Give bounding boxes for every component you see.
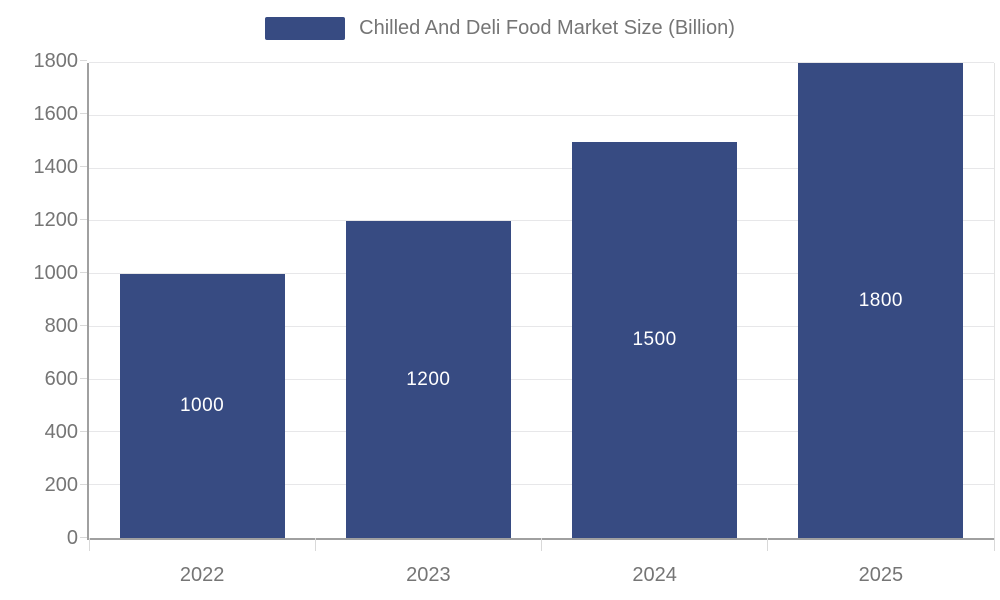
gridline <box>89 325 994 327</box>
x-tick-label: 2022 <box>179 564 225 586</box>
y-tick-label: 1200 <box>33 209 79 232</box>
y-tick-label: 1400 <box>33 156 79 178</box>
gridline <box>89 273 994 275</box>
x-tick-label: 2024 <box>632 564 677 586</box>
bar-value-label: 1800 <box>858 289 904 311</box>
legend: Chilled And Deli Food Market Size (Billi… <box>0 17 1000 40</box>
plot-area: 1000 1200 1500 1800 <box>87 62 995 551</box>
gridline <box>89 62 994 63</box>
y-tick-label: 400 <box>44 421 78 444</box>
bar: 1500 <box>572 142 738 538</box>
y-tick-mark <box>80 378 87 380</box>
x-tick-mark <box>767 538 769 551</box>
y-tick-label: 1000 <box>33 262 79 284</box>
bar-value-label: 1500 <box>632 329 677 351</box>
bar: 1000 <box>119 274 285 538</box>
gridline <box>89 167 994 169</box>
gridline <box>89 378 994 380</box>
bar: 1800 <box>798 63 964 538</box>
gridline <box>89 114 994 116</box>
bar: 1200 <box>345 221 511 538</box>
y-tick-mark <box>80 166 87 167</box>
gridline <box>89 484 994 486</box>
x-tick-mark <box>541 538 542 551</box>
y-tick-mark <box>80 484 87 486</box>
gridline <box>89 431 994 433</box>
bar-value-label: 1000 <box>179 395 225 417</box>
y-tick-mark <box>80 272 87 273</box>
y-tick-label: 800 <box>44 315 78 338</box>
y-axis: 0 200 400 600 800 1000 1200 1400 1600 1800 <box>0 51 87 548</box>
gridline <box>89 220 994 222</box>
bar-value-label: 1200 <box>406 368 451 390</box>
x-axis-labels: 2022 2023 2024 2025 <box>89 561 994 589</box>
y-tick-label: 600 <box>44 368 78 391</box>
x-tick-label: 2025 <box>858 564 904 586</box>
y-tick-mark <box>80 537 87 538</box>
y-tick-label: 0 <box>66 527 78 549</box>
y-tick-label: 1600 <box>33 103 79 126</box>
x-tick-label: 2023 <box>406 564 451 586</box>
y-tick-label: 200 <box>44 474 78 497</box>
y-tick-mark <box>80 431 87 433</box>
x-tick-mark <box>314 538 316 551</box>
y-tick-mark <box>80 60 87 61</box>
legend-swatch <box>265 17 346 40</box>
y-tick-mark <box>80 219 87 221</box>
y-tick-mark <box>80 113 87 115</box>
x-tick-mark <box>993 538 995 551</box>
legend-label: Chilled And Deli Food Market Size (Billi… <box>359 17 735 39</box>
y-tick-mark <box>80 325 87 327</box>
y-tick-label: 1800 <box>33 50 79 72</box>
x-tick-mark <box>88 538 90 551</box>
